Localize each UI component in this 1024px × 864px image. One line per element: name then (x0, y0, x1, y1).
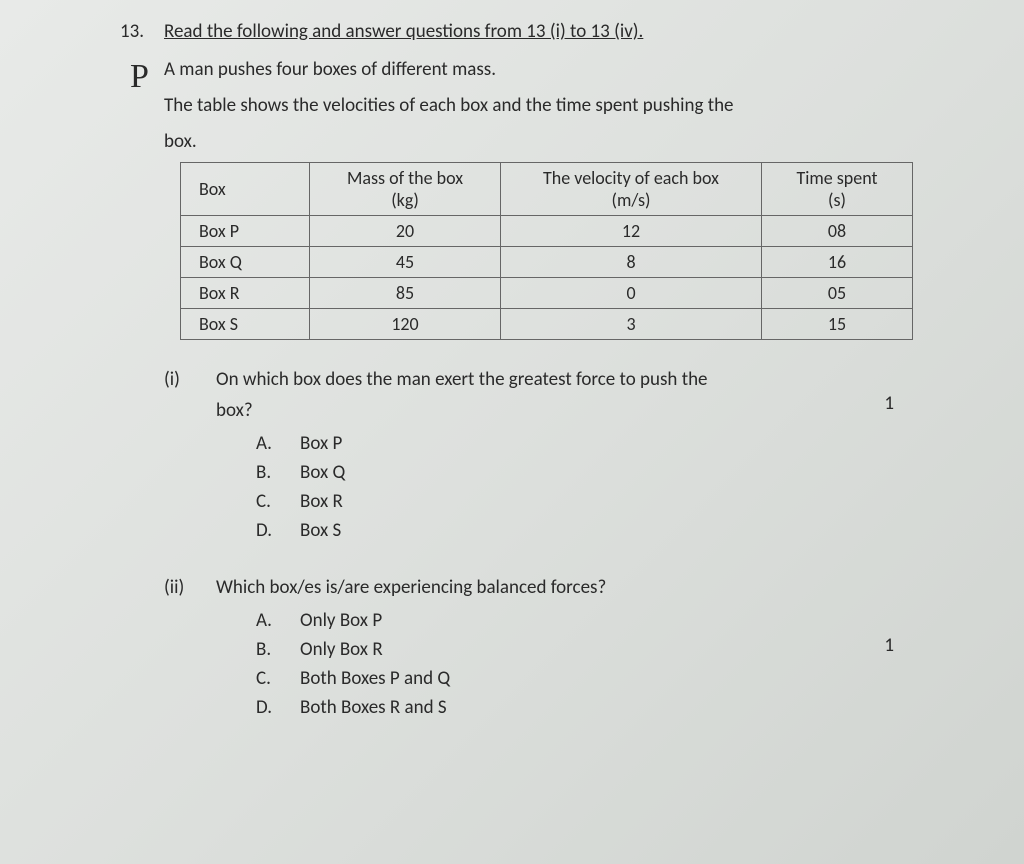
marks: 1 (884, 392, 894, 415)
options-list: A. Only Box P B. Only Box R C. Both Boxe… (256, 609, 924, 719)
header-time-label: Time spent (796, 167, 877, 189)
cell-time: 05 (762, 277, 913, 308)
option-letter: B. (256, 638, 278, 661)
option-text: Box Q (300, 461, 345, 484)
option-text: Both Boxes P and Q (300, 667, 450, 690)
cell-mass: 20 (310, 215, 501, 246)
cell-vel: 0 (501, 277, 762, 308)
table-row: Box P 20 12 08 (181, 215, 913, 246)
intro-line-1: A man pushes four boxes of different mas… (164, 53, 924, 87)
option-c: C. Box R (256, 490, 924, 513)
sub-body: On which box does the man exert the grea… (216, 368, 924, 548)
cell-mass: 85 (310, 277, 501, 308)
cell-box: Box R (181, 277, 310, 308)
header-velocity: The velocity of each box (m/s) (501, 162, 762, 215)
cell-box: Box P (181, 215, 310, 246)
handwritten-annotation: P (130, 58, 149, 96)
option-text: Only Box P (300, 609, 382, 632)
question-title: Read the following and answer questions … (164, 20, 643, 43)
option-text: Both Boxes R and S (300, 696, 447, 719)
header-mass-label: Mass of the box (347, 167, 463, 189)
header-vel-unit: (m/s) (511, 189, 751, 211)
table-row: Box R 85 0 05 (181, 277, 913, 308)
option-text: Box S (300, 519, 341, 542)
option-text: Box R (300, 490, 343, 513)
header-time: Time spent (s) (762, 162, 913, 215)
sub-text-line-1: Which box/es is/are experiencing balance… (216, 576, 924, 599)
intro-line-2: The table shows the velocities of each b… (164, 89, 924, 123)
header-time-unit: (s) (772, 189, 902, 211)
cell-mass: 120 (310, 308, 501, 339)
option-c: C. Both Boxes P and Q (256, 667, 924, 690)
table-header-row: Box Mass of the box (kg) The velocity of… (181, 162, 913, 215)
option-letter: C. (256, 490, 278, 513)
cell-time: 16 (762, 246, 913, 277)
cell-mass: 45 (310, 246, 501, 277)
option-text: Box P (300, 432, 342, 455)
question-intro: A man pushes four boxes of different mas… (164, 53, 924, 160)
option-b: B. Box Q (256, 461, 924, 484)
sub-body: Which box/es is/are experiencing balance… (216, 576, 924, 725)
sub-number: (i) (164, 368, 192, 391)
cell-vel: 12 (501, 215, 762, 246)
sub-text-line-2: box? (216, 399, 924, 422)
option-text: Only Box R (300, 638, 383, 661)
option-letter: B. (256, 461, 278, 484)
option-a: A. Only Box P (256, 609, 924, 632)
option-letter: A. (256, 432, 278, 455)
exam-page: 13. Read the following and answer questi… (0, 0, 1024, 745)
intro-line-3: box. (164, 125, 924, 159)
header-mass: Mass of the box (kg) (310, 162, 501, 215)
option-letter: A. (256, 609, 278, 632)
cell-time: 08 (762, 215, 913, 246)
cell-vel: 8 (501, 246, 762, 277)
sub-question-ii: (ii) Which box/es is/are experiencing ba… (164, 576, 924, 725)
table-row: Box Q 45 8 16 (181, 246, 913, 277)
sub-question-i: (i) On which box does the man exert the … (164, 368, 924, 548)
data-table: Box Mass of the box (kg) The velocity of… (180, 162, 913, 340)
header-box: Box (181, 162, 310, 215)
sub-text-line-1: On which box does the man exert the grea… (216, 368, 924, 391)
header-mass-unit: (kg) (320, 189, 490, 211)
header-vel-label: The velocity of each box (543, 167, 719, 189)
option-letter: C. (256, 667, 278, 690)
cell-time: 15 (762, 308, 913, 339)
marks: 1 (884, 634, 894, 657)
option-b: B. Only Box R (256, 638, 924, 661)
cell-vel: 3 (501, 308, 762, 339)
cell-box: Box S (181, 308, 310, 339)
sub-number: (ii) (164, 576, 192, 599)
option-letter: D. (256, 696, 278, 719)
option-d: D. Box S (256, 519, 924, 542)
question-number: 13. (120, 20, 146, 43)
option-a: A. Box P (256, 432, 924, 455)
cell-box: Box Q (181, 246, 310, 277)
option-d: D. Both Boxes R and S (256, 696, 924, 719)
table-row: Box S 120 3 15 (181, 308, 913, 339)
option-letter: D. (256, 519, 278, 542)
options-list: A. Box P B. Box Q C. Box R D. Box S (256, 432, 924, 542)
question-header: 13. Read the following and answer questi… (120, 20, 924, 43)
